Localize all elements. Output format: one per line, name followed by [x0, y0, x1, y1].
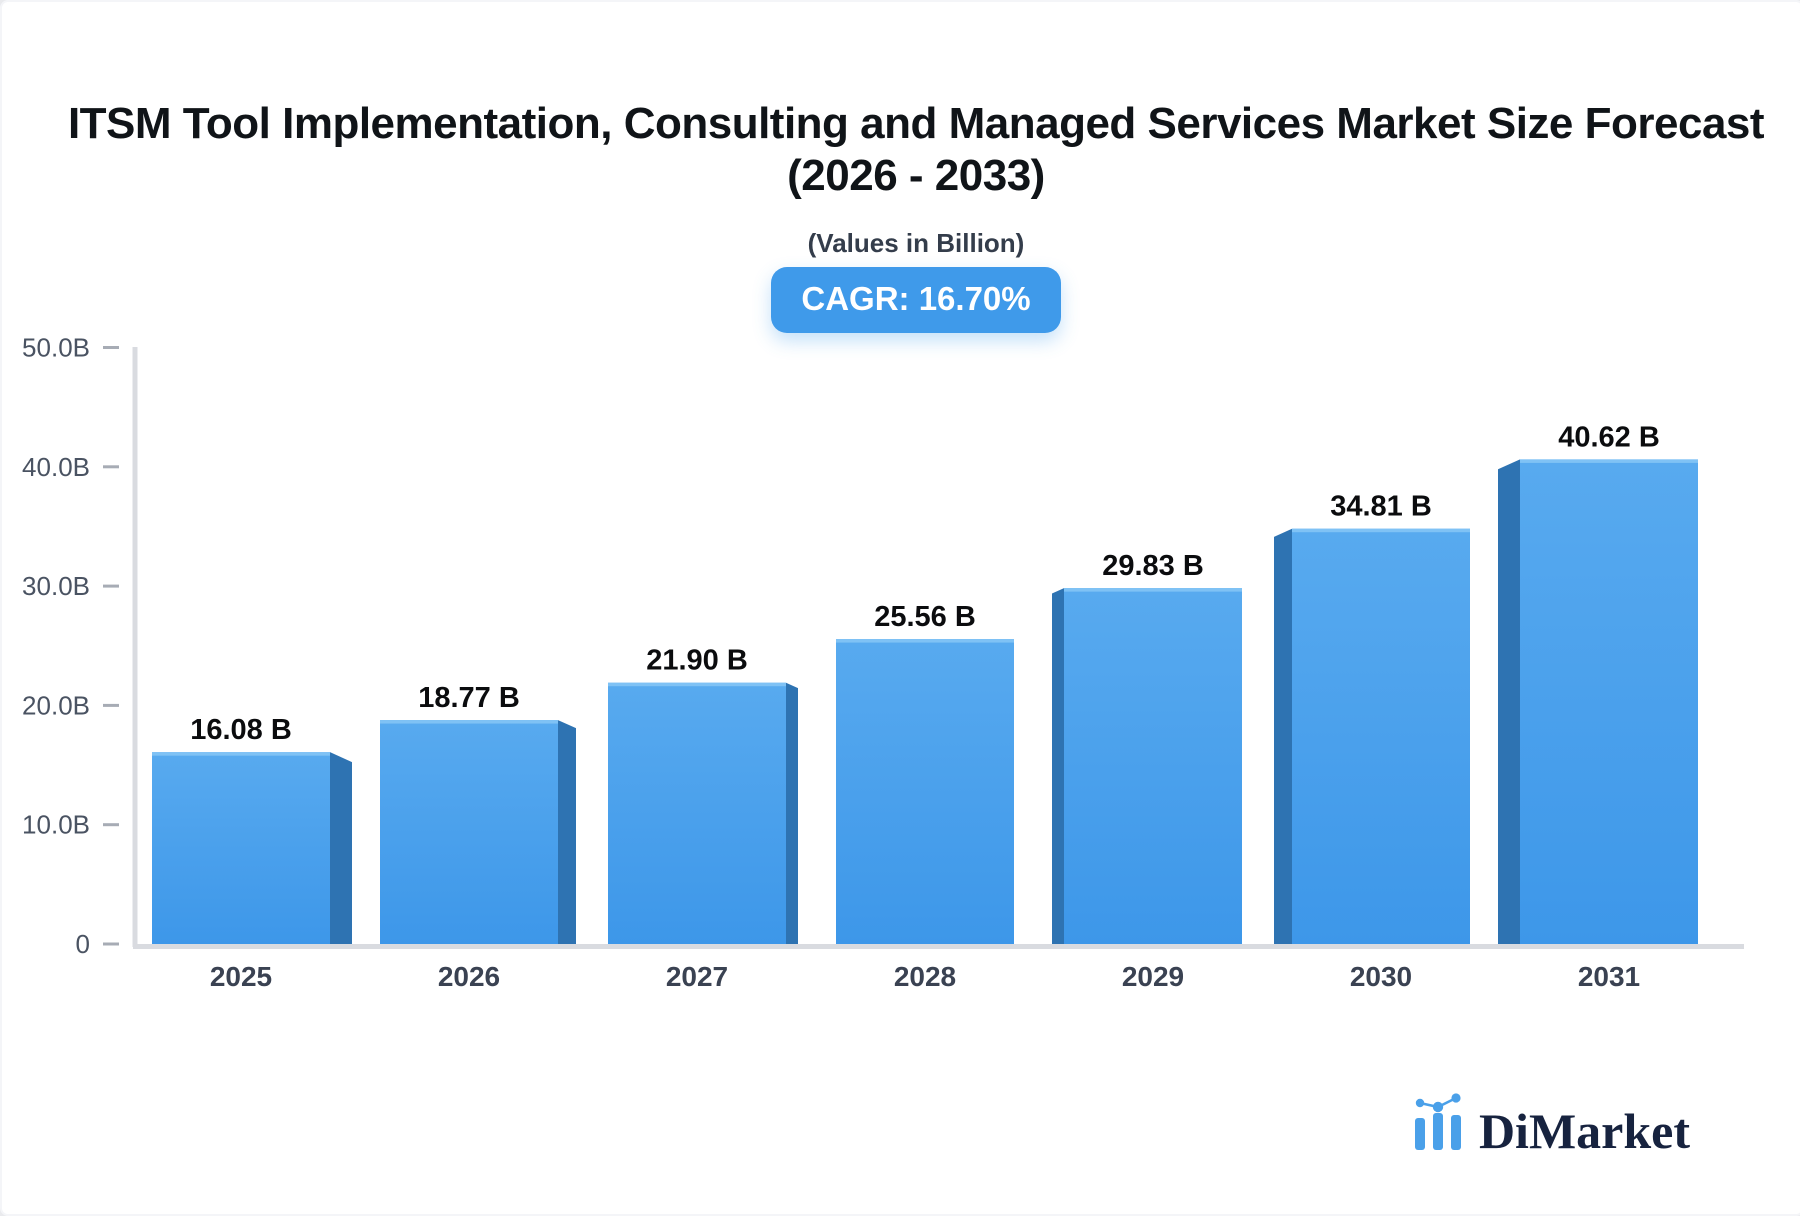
- y-tick-label: 30.0B: [22, 571, 90, 601]
- bar-value-label: 21.90 B: [646, 645, 748, 677]
- bar-top-highlight: [836, 639, 1014, 643]
- bar-top-highlight: [608, 682, 786, 687]
- bar-front-face: [608, 682, 786, 944]
- y-tick-label: 20.0B: [22, 690, 90, 720]
- cagr-badge: CAGR: 16.70%: [771, 267, 1061, 333]
- bar-side-face: [558, 720, 576, 944]
- bar-group-2027[interactable]: 21.90 B: [608, 645, 798, 944]
- bar-front-face: [1292, 528, 1470, 944]
- bar-side-face: [1052, 588, 1064, 944]
- dimarket-logo: DiMarket: [1411, 1092, 1690, 1156]
- bar-front-face: [152, 752, 330, 944]
- x-tick-label: 2026: [438, 961, 500, 992]
- x-tick-label: 2025: [210, 961, 272, 992]
- bar-side-face: [786, 682, 798, 944]
- bar-top-highlight: [1520, 459, 1698, 463]
- bar-value-label: 40.62 B: [1558, 421, 1660, 453]
- bar-value-label: 16.08 B: [190, 714, 292, 746]
- y-tick-label: 0: [76, 929, 90, 959]
- mini-bar-chart-icon: [1414, 1093, 1461, 1150]
- chart-header: ITSM Tool Implementation, Consulting and…: [16, 98, 1800, 333]
- bar-group-2029[interactable]: 29.83 B: [1052, 550, 1242, 944]
- x-tick-label: 2030: [1350, 961, 1412, 992]
- bar-front-face: [836, 639, 1014, 944]
- bar-value-label: 29.83 B: [1102, 550, 1204, 582]
- bar-side-face: [1498, 459, 1520, 944]
- bar-top-highlight: [152, 752, 330, 756]
- bar-front-face: [1064, 588, 1242, 944]
- logo-text: DiMarket: [1478, 1103, 1690, 1159]
- bar-group-2026[interactable]: 18.77 B: [380, 682, 576, 944]
- x-tick-label: 2029: [1122, 961, 1184, 992]
- y-tick-label: 50.0B: [22, 333, 90, 363]
- y-tick-label: 10.0B: [22, 810, 90, 840]
- x-tick-label: 2027: [666, 961, 728, 992]
- bar-front-face: [1520, 459, 1698, 944]
- chart-title-line1: ITSM Tool Implementation, Consulting and…: [67, 99, 1765, 148]
- bar-side-face: [1274, 528, 1292, 944]
- bar-top-highlight: [380, 720, 558, 724]
- x-tick-label: 2028: [894, 961, 956, 992]
- chart-subtitle: (Values in Billion): [807, 228, 1025, 258]
- bar-group-2028[interactable]: 25.56 B: [836, 601, 1014, 944]
- x-tick-label: 2031: [1578, 961, 1640, 992]
- bar-top-highlight: [1292, 528, 1470, 533]
- bar-value-label: 34.81 B: [1330, 491, 1432, 523]
- bar-side-face: [330, 752, 352, 944]
- bar-front-face: [380, 720, 558, 944]
- y-tick-label: 40.0B: [22, 452, 90, 482]
- bar-value-label: 25.56 B: [874, 601, 976, 633]
- bar-group-2025[interactable]: 16.08 B: [152, 714, 352, 944]
- bar-group-2030[interactable]: 34.81 B: [1274, 491, 1470, 944]
- chart-title-line2: (2026 - 2033): [787, 151, 1045, 200]
- bar-group-2031[interactable]: 40.62 B: [1498, 421, 1698, 944]
- bar-value-label: 18.77 B: [418, 682, 520, 714]
- chart-title: ITSM Tool Implementation, Consulting and…: [16, 98, 1800, 202]
- bar-top-highlight: [1064, 588, 1242, 592]
